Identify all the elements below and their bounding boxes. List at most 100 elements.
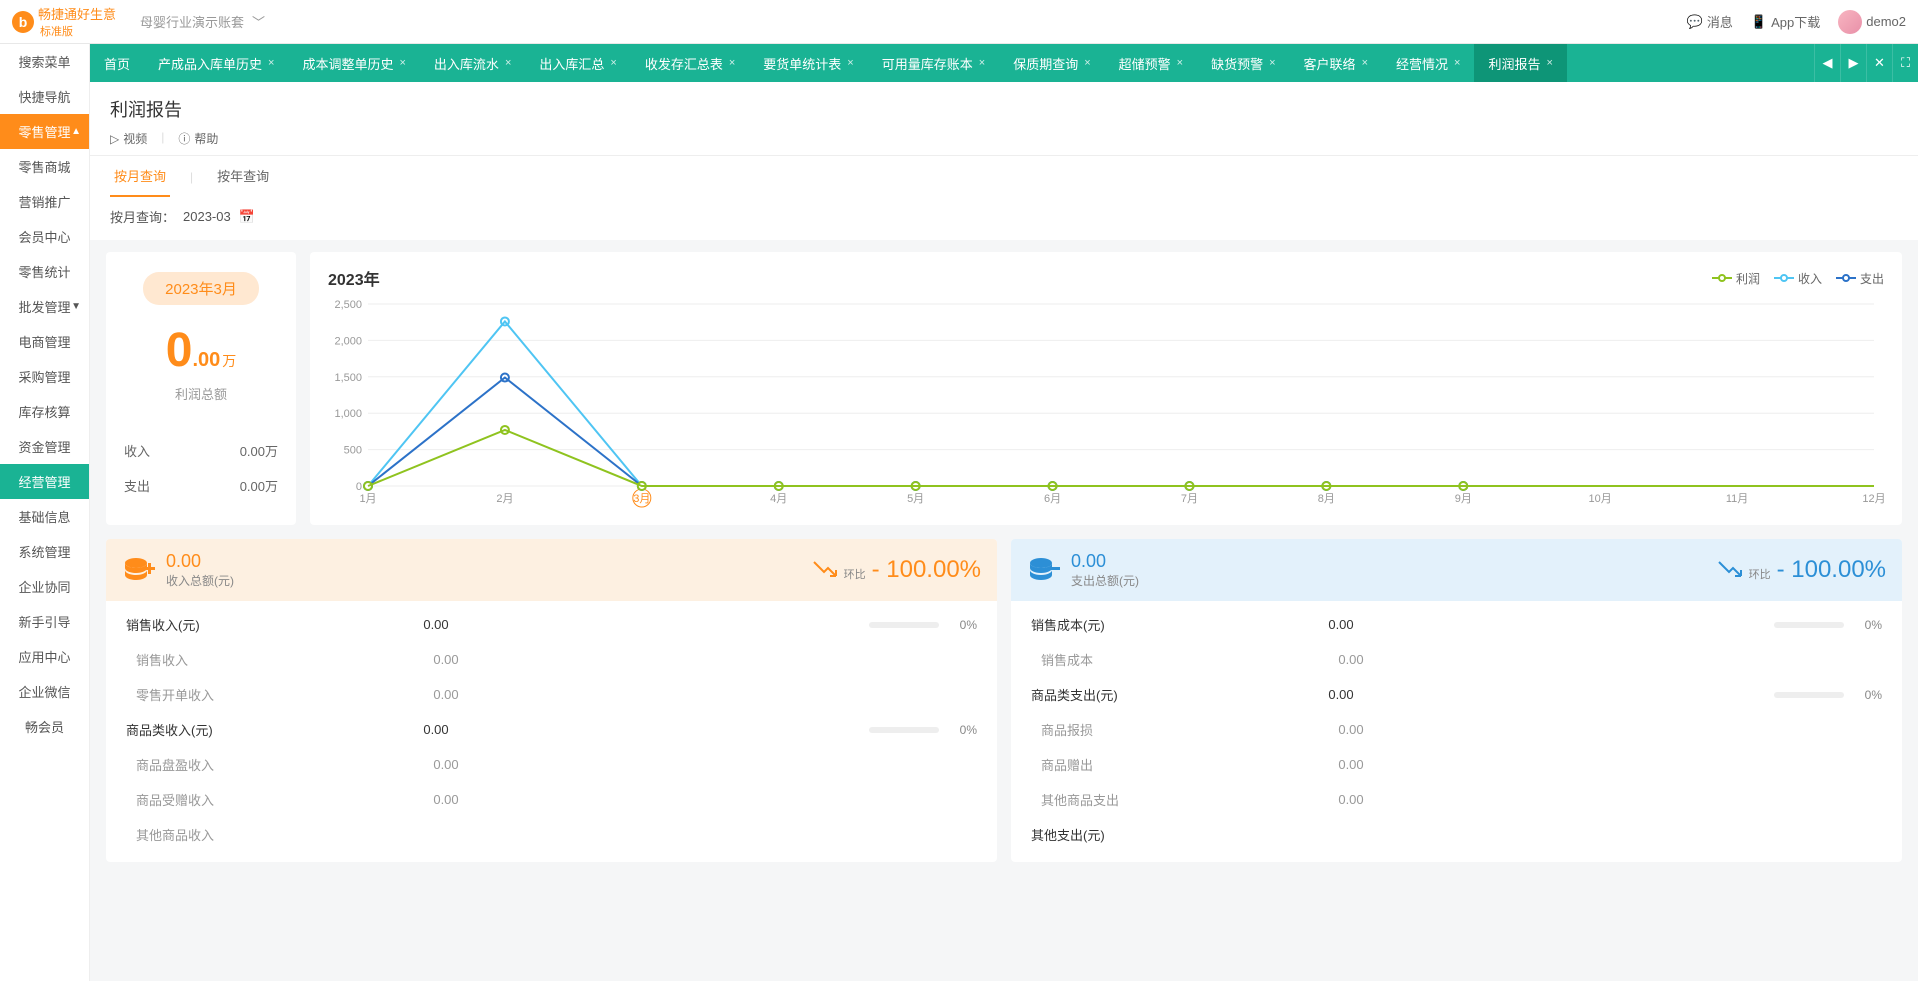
close-icon[interactable]: × (1269, 57, 1275, 69)
sidebar-item[interactable]: 应用中心 (0, 639, 89, 674)
income-panel-header: 0.00 收入总额(元) 环比 - 100.00% (106, 539, 997, 601)
sidebar-item[interactable]: 零售统计 (0, 254, 89, 289)
sidebar-item-label: 搜索菜单 (18, 52, 70, 71)
tab-label: 要货单统计表 (763, 54, 841, 73)
tab[interactable]: 可用量库存账本 × (868, 44, 999, 82)
close-icon[interactable]: × (399, 57, 405, 69)
svg-text:2,500: 2,500 (334, 299, 362, 311)
sidebar-item-label: 基础信息 (18, 507, 70, 526)
sidebar-item[interactable]: 企业协同 (0, 569, 89, 604)
tabs-close-all[interactable]: ✕ (1866, 44, 1892, 82)
svg-text:2,000: 2,000 (334, 335, 362, 347)
tab-label: 保质期查询 (1013, 54, 1078, 73)
close-icon[interactable]: × (1177, 57, 1183, 69)
tab[interactable]: 经营情况× (1382, 44, 1474, 82)
legend-expense[interactable]: 支出 (1836, 270, 1884, 287)
tab[interactable]: 客户联络× (1290, 44, 1382, 82)
tab[interactable]: 超储预警× (1105, 44, 1197, 82)
tab[interactable]: 收发存汇总表× (631, 44, 749, 82)
income-panel: 0.00 收入总额(元) 环比 - 100.00% 销售收入(元)0.000%销… (106, 539, 997, 862)
help-link[interactable]: ⓘ帮助 (178, 130, 218, 147)
svg-text:4月: 4月 (770, 493, 787, 505)
sidebar-item[interactable]: 会员中心 (0, 219, 89, 254)
close-icon[interactable]: × (505, 57, 511, 69)
legend-income[interactable]: 收入 (1774, 270, 1822, 287)
delta-label: 环比 (844, 566, 866, 582)
tab[interactable]: 利润报告× (1474, 44, 1566, 82)
sidebar-item[interactable]: 新手引导 (0, 604, 89, 639)
tab[interactable]: 成本调整单历史× (288, 44, 419, 82)
close-icon[interactable]: × (729, 57, 735, 69)
trend-down-icon (1717, 559, 1743, 582)
tab[interactable]: 产成品入库单历史× (144, 44, 288, 82)
sidebar-item[interactable]: 资金管理 (0, 429, 89, 464)
legend-marker-icon (1712, 273, 1732, 283)
tab[interactable]: 出入库流水× (420, 44, 525, 82)
row-name: 销售成本 (1041, 650, 1241, 669)
profit-total: 0 .00 万 (166, 323, 237, 378)
sidebar-item[interactable]: 基础信息 (0, 499, 89, 534)
close-icon[interactable]: × (1454, 57, 1460, 69)
close-icon[interactable]: × (847, 57, 853, 69)
tab[interactable]: 缺货预警× (1197, 44, 1289, 82)
sidebar-item[interactable]: 批发管理▼ (0, 289, 89, 324)
legend-profit[interactable]: 利润 (1712, 270, 1760, 287)
tab[interactable]: 要货单统计表 × (749, 44, 867, 82)
tabs-controls: ◀ ▶ ✕ ⛶ (1814, 44, 1918, 82)
sidebar-item-label: 企业协同 (18, 577, 70, 596)
legend-expense-label: 支出 (1860, 270, 1884, 287)
tab[interactable]: 保质期查询 × (999, 44, 1104, 82)
phone-icon: 📱 (1751, 14, 1767, 30)
panel-row: 商品报损0.00 (1027, 712, 1886, 747)
separator: | (161, 130, 164, 147)
sidebar-item[interactable]: 库存核算 (0, 394, 89, 429)
sidebar-item[interactable]: 营销推广 (0, 184, 89, 219)
close-icon[interactable]: × (1084, 57, 1090, 69)
app-download-link[interactable]: 📱 App下载 (1751, 12, 1820, 31)
close-icon[interactable]: × (1546, 57, 1552, 69)
row-value: 0.00 (1231, 687, 1451, 702)
expense-rows: 销售成本(元)0.000%销售成本0.00商品类支出(元)0.000%商品报损0… (1011, 601, 1902, 862)
sidebar-item[interactable]: 企业微信 (0, 674, 89, 709)
user-menu[interactable]: demo2 (1838, 10, 1906, 34)
sidebar-item[interactable]: 快捷导航 (0, 79, 89, 114)
caret-icon: ▼ (71, 301, 81, 312)
sidebar-item[interactable]: 电商管理 (0, 324, 89, 359)
tab-label: 可用量库存账本 (882, 54, 973, 73)
sidebar-item[interactable]: 系统管理 (0, 534, 89, 569)
sidebar-item[interactable]: 经营管理 (0, 464, 89, 499)
tab-by-year[interactable]: 按年查询 (213, 156, 273, 197)
sidebar-item[interactable]: 搜索菜单 (0, 44, 89, 79)
tabs-fullscreen[interactable]: ⛶ (1892, 44, 1918, 82)
close-icon[interactable]: × (268, 57, 274, 69)
row-bar: 0% (546, 723, 977, 737)
sidebar-item[interactable]: 零售管理▲ (0, 114, 89, 149)
help-icon: ⓘ (178, 130, 190, 147)
panel-row: 销售成本0.00 (1027, 642, 1886, 677)
svg-text:7月: 7月 (1181, 493, 1198, 505)
expense-row: 支出 0.00万 (120, 468, 282, 503)
close-icon[interactable]: × (979, 57, 985, 69)
tabs-scroll-right[interactable]: ▶ (1840, 44, 1866, 82)
account-selector[interactable]: 母婴行业演示账套 ﹀ (140, 12, 265, 31)
tabs-scroll-left[interactable]: ◀ (1814, 44, 1840, 82)
calendar-icon[interactable]: 📅 (239, 209, 255, 225)
tab-by-month[interactable]: 按月查询 (110, 156, 170, 197)
row-name: 商品报损 (1041, 720, 1241, 739)
close-icon[interactable]: × (1362, 57, 1368, 69)
svg-text:2月: 2月 (496, 493, 513, 505)
video-link[interactable]: ▷视频 (110, 130, 147, 147)
row-value: 0.00 (336, 757, 556, 772)
tab[interactable]: 出入库汇总× (525, 44, 630, 82)
sidebar-item[interactable]: 采购管理 (0, 359, 89, 394)
panel-row: 销售收入0.00 (122, 642, 981, 677)
close-icon[interactable]: × (610, 57, 616, 69)
sidebar-item[interactable]: 畅会员 (0, 709, 89, 744)
messages-link[interactable]: 💬 消息 (1687, 12, 1733, 31)
tab[interactable]: 首页 (90, 44, 144, 82)
chart-title: 2023年 (328, 266, 380, 290)
expense-amount: 0.00 (1071, 551, 1139, 572)
username: demo2 (1866, 14, 1906, 29)
row-bar: 0% (1451, 688, 1882, 702)
sidebar-item[interactable]: 零售商城 (0, 149, 89, 184)
